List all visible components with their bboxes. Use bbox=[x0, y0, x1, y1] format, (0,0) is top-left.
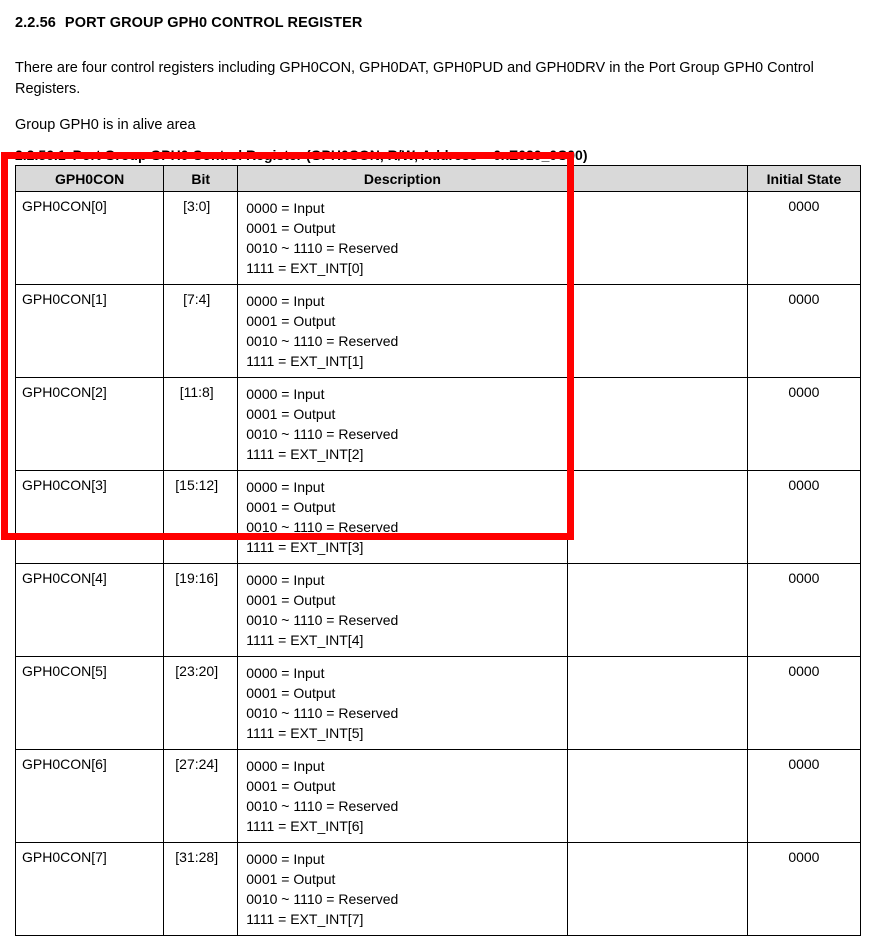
cell-description: 0000 = Input 0001 = Output 0010 ~ 1110 = R… bbox=[237, 656, 568, 750]
cell-initial-state: 0000 bbox=[746, 842, 862, 936]
description-line: 0000 = Input bbox=[246, 758, 325, 774]
register-table: GPH0CON Bit Description Initial State GP… bbox=[14, 165, 862, 936]
sub-heading-number: 2.2.56.1 bbox=[15, 146, 66, 163]
description-line: 0001 = Output bbox=[246, 313, 336, 329]
table-row: GPH0CON[1] [7:4] 0000 = Input 0001 = Output… bbox=[14, 284, 862, 378]
cell-description: 0000 = Input 0001 = Output 0010 ~ 1110 = R… bbox=[237, 470, 568, 564]
description-line: 1111 = EXT_INT[5] bbox=[246, 725, 364, 741]
description-line: 0000 = Input bbox=[246, 200, 325, 216]
cell-description: 0000 = Input 0001 = Output 0010 ~ 1110 = R… bbox=[237, 191, 568, 285]
description-line: 0000 = Input bbox=[246, 479, 325, 495]
column-header-bit: Bit bbox=[163, 165, 239, 192]
description-line: 0000 = Input bbox=[246, 665, 325, 681]
description-line: 1111 = EXT_INT[4] bbox=[246, 632, 364, 648]
cell-description: 0000 = Input 0001 = Output 0010 ~ 1110 = R… bbox=[237, 842, 568, 936]
column-header-initial-state: Initial State bbox=[746, 165, 862, 192]
cell-bit-range: [23:20] bbox=[163, 656, 239, 750]
table-row: GPH0CON[6] [27:24] 0000 = Input 0001 = Outp… bbox=[14, 749, 862, 843]
description-line: 1111 = EXT_INT[6] bbox=[246, 818, 364, 834]
cell-spacer bbox=[566, 656, 748, 750]
alive-area-paragraph: Group GPH0 is in alive area bbox=[15, 116, 196, 133]
description-line: 0000 = Input bbox=[246, 293, 325, 309]
column-header-spacer bbox=[566, 165, 748, 192]
sub-heading-title: Port Group GPH0 Control Register (GPH0CO… bbox=[72, 146, 588, 163]
cell-bit-range: [11:8] bbox=[163, 377, 239, 471]
cell-initial-state: 0000 bbox=[746, 284, 862, 378]
description-line: 1111 = EXT_INT[1] bbox=[246, 353, 364, 369]
cell-spacer bbox=[566, 842, 748, 936]
document-page: 2.2.56 PORT GROUP GPH0 CONTROL REGISTER T… bbox=[1, 15, 862, 936]
cell-initial-state: 0000 bbox=[746, 749, 862, 843]
description-line: 0010 ~ 1110 = Reserved bbox=[246, 519, 399, 535]
cell-register-name: GPH0CON[0] bbox=[14, 191, 165, 285]
table-row: GPH0CON[2] [11:8] 0000 = Input 0001 = Outpu… bbox=[14, 377, 862, 471]
description-line: 1111 = EXT_INT[3] bbox=[246, 539, 364, 555]
description-line: 1111 = EXT_INT[0] bbox=[246, 260, 364, 276]
cell-spacer bbox=[566, 470, 748, 564]
cell-initial-state: 0000 bbox=[746, 563, 862, 657]
description-line: 0010 ~ 1110 = Reserved bbox=[246, 798, 399, 814]
cell-spacer bbox=[566, 749, 748, 843]
description-line: 0010 ~ 1110 = Reserved bbox=[246, 705, 399, 721]
cell-bit-range: [27:24] bbox=[163, 749, 239, 843]
description-line: 1111 = EXT_INT[2] bbox=[246, 446, 364, 462]
description-line: 0001 = Output bbox=[246, 406, 336, 422]
section-heading-number: 2.2.56 bbox=[15, 14, 56, 31]
sub-heading: 2.2.56.1 Port Group GPH0 Control Register… bbox=[15, 147, 588, 163]
cell-register-name: GPH0CON[2] bbox=[14, 377, 165, 471]
cell-bit-range: [19:16] bbox=[163, 563, 239, 657]
description-line: 0001 = Output bbox=[246, 685, 336, 701]
cell-register-name: GPH0CON[6] bbox=[14, 749, 165, 843]
cell-spacer bbox=[566, 377, 748, 471]
cell-spacer bbox=[566, 284, 748, 378]
column-header-register: GPH0CON bbox=[14, 165, 165, 192]
table-row: GPH0CON[7] [31:28] 0000 = Input 0001 = Outp… bbox=[14, 842, 862, 936]
description-line: 0000 = Input bbox=[246, 851, 325, 867]
section-heading-title: PORT GROUP GPH0 CONTROL REGISTER bbox=[64, 14, 363, 31]
cell-register-name: GPH0CON[3] bbox=[14, 470, 165, 564]
cell-initial-state: 0000 bbox=[746, 470, 862, 564]
cell-register-name: GPH0CON[5] bbox=[14, 656, 165, 750]
description-line: 0010 ~ 1110 = Reserved bbox=[246, 891, 399, 907]
cell-register-name: GPH0CON[1] bbox=[14, 284, 165, 378]
description-line: 1111 = EXT_INT[7] bbox=[246, 911, 364, 927]
cell-description: 0000 = Input 0001 = Output 0010 ~ 1110 = R… bbox=[237, 284, 568, 378]
cell-bit-range: [31:28] bbox=[163, 842, 239, 936]
cell-bit-range: [3:0] bbox=[163, 191, 239, 285]
cell-bit-range: [15:12] bbox=[163, 470, 239, 564]
table-header: GPH0CON Bit Description Initial State bbox=[14, 165, 862, 192]
cell-register-name: GPH0CON[4] bbox=[14, 563, 165, 657]
table-header-row: GPH0CON Bit Description Initial State bbox=[14, 165, 862, 192]
description-line: 0010 ~ 1110 = Reserved bbox=[246, 333, 399, 349]
column-header-description: Description bbox=[237, 165, 568, 192]
description-line: 0001 = Output bbox=[246, 871, 336, 887]
table-row: GPH0CON[3] [15:12] 0000 = Input 0001 = Outp… bbox=[14, 470, 862, 564]
description-line: 0000 = Input bbox=[246, 572, 325, 588]
table-row: GPH0CON[0] [3:0] 0000 = Input 0001 = Output… bbox=[14, 191, 862, 285]
cell-description: 0000 = Input 0001 = Output 0010 ~ 1110 = R… bbox=[237, 749, 568, 843]
table-body: GPH0CON[0] [3:0] 0000 = Input 0001 = Output… bbox=[14, 191, 862, 936]
description-line: 0001 = Output bbox=[246, 220, 336, 236]
description-line: 0010 ~ 1110 = Reserved bbox=[246, 240, 399, 256]
cell-spacer bbox=[566, 191, 748, 285]
intro-paragraph: There are four control registers includi… bbox=[15, 59, 814, 97]
description-line: 0000 = Input bbox=[246, 386, 325, 402]
description-line: 0010 ~ 1110 = Reserved bbox=[246, 612, 399, 628]
cell-description: 0000 = Input 0001 = Output 0010 ~ 1110 = R… bbox=[237, 377, 568, 471]
description-line: 0001 = Output bbox=[246, 778, 336, 794]
table-row: GPH0CON[5] [23:20] 0000 = Input 0001 = Outp… bbox=[14, 656, 862, 750]
cell-description: 0000 = Input 0001 = Output 0010 ~ 1110 = R… bbox=[237, 563, 568, 657]
cell-initial-state: 0000 bbox=[746, 656, 862, 750]
cell-bit-range: [7:4] bbox=[163, 284, 239, 378]
description-line: 0001 = Output bbox=[246, 499, 336, 515]
section-heading: 2.2.56 PORT GROUP GPH0 CONTROL REGISTER bbox=[15, 15, 362, 31]
cell-register-name: GPH0CON[7] bbox=[14, 842, 165, 936]
cell-spacer bbox=[566, 563, 748, 657]
description-line: 0010 ~ 1110 = Reserved bbox=[246, 426, 399, 442]
cell-initial-state: 0000 bbox=[746, 377, 862, 471]
cell-initial-state: 0000 bbox=[746, 191, 862, 285]
table-row: GPH0CON[4] [19:16] 0000 = Input 0001 = Outp… bbox=[14, 563, 862, 657]
description-line: 0001 = Output bbox=[246, 592, 336, 608]
